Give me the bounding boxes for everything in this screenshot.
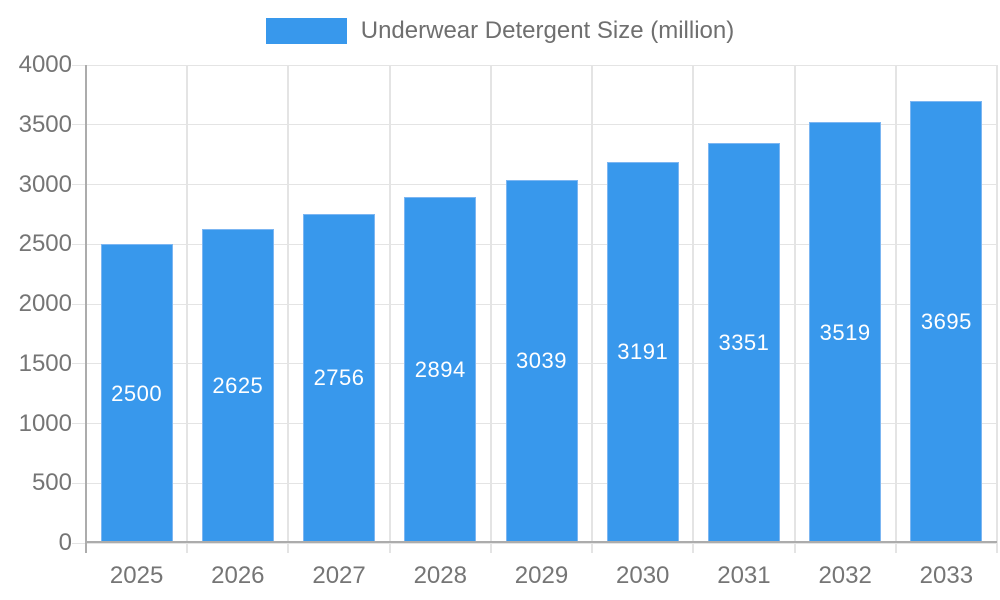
legend-swatch	[265, 18, 347, 44]
x-axis-tick-label: 2032	[818, 562, 872, 589]
y-gridline	[72, 124, 997, 126]
plot-area: 0 500 1000 1500 2000 2500 3000 3500 4000 2500 2025…	[19, 52, 998, 589]
y-axis-tick-label: 4000	[18, 51, 72, 78]
x-axis-tick-label: 2029	[514, 562, 569, 589]
bar-value-label: 2500	[111, 380, 163, 406]
x-axis-tick-label: 2027	[312, 562, 366, 589]
y-axis-tick-label: 3000	[18, 170, 72, 198]
bar[interactable]: 2756	[303, 213, 376, 543]
bar-value-label: 3519	[819, 319, 871, 345]
x-axis-tick-label: 2033	[919, 562, 974, 589]
y-axis-tick-label: 2000	[18, 290, 72, 317]
x-axis-line	[86, 541, 997, 543]
bar-value-label: 2894	[414, 357, 466, 383]
x-gridline	[996, 65, 998, 553]
y-axis-tick-label: 1000	[18, 409, 72, 437]
bar[interactable]: 3519	[809, 122, 882, 543]
x-axis-tick-label: 2031	[717, 562, 771, 589]
x-gridline	[591, 65, 594, 553]
y-axis-tick-label: 500	[31, 469, 72, 497]
y-axis-tick-label: 2500	[18, 230, 72, 258]
x-axis-tick-label: 2026	[211, 562, 265, 589]
bar[interactable]: 3039	[505, 179, 578, 543]
y-axis-tick-label: 1500	[18, 349, 72, 377]
bar[interactable]: 3351	[707, 142, 780, 543]
bar-value-label: 3191	[617, 339, 669, 365]
x-axis-tick-label: 2025	[109, 562, 164, 589]
x-gridline	[388, 65, 391, 553]
x-gridline	[793, 65, 796, 553]
x-gridline	[186, 65, 189, 553]
x-axis-tick-label: 2030	[616, 562, 670, 589]
bar-value-label: 3039	[516, 348, 567, 374]
bar[interactable]: 2894	[404, 197, 477, 543]
legend[interactable]: Underwear Detergent Size (million)	[0, 17, 1000, 45]
y-gridline	[72, 542, 997, 544]
x-gridline	[489, 65, 492, 553]
bar[interactable]: 2625	[201, 229, 274, 543]
bar-value-label: 2756	[313, 365, 365, 391]
bar-value-label: 2625	[212, 373, 264, 399]
bar-value-label: 3695	[920, 309, 972, 335]
bar[interactable]: 3191	[606, 161, 679, 543]
x-axis-tick-label: 2028	[413, 562, 467, 589]
y-gridline	[72, 64, 997, 66]
x-gridline	[894, 65, 897, 553]
bar-value-label: 3351	[718, 329, 770, 355]
bar[interactable]: 2500	[100, 244, 173, 543]
y-axis-tick-label: 3500	[18, 110, 72, 138]
legend-label: Underwear Detergent Size (million)	[360, 17, 735, 44]
bar[interactable]: 3695	[910, 101, 983, 543]
y-axis-line	[85, 65, 87, 553]
x-gridline	[287, 65, 290, 553]
y-axis-tick-label: 0	[58, 529, 72, 556]
x-gridline	[692, 65, 695, 553]
